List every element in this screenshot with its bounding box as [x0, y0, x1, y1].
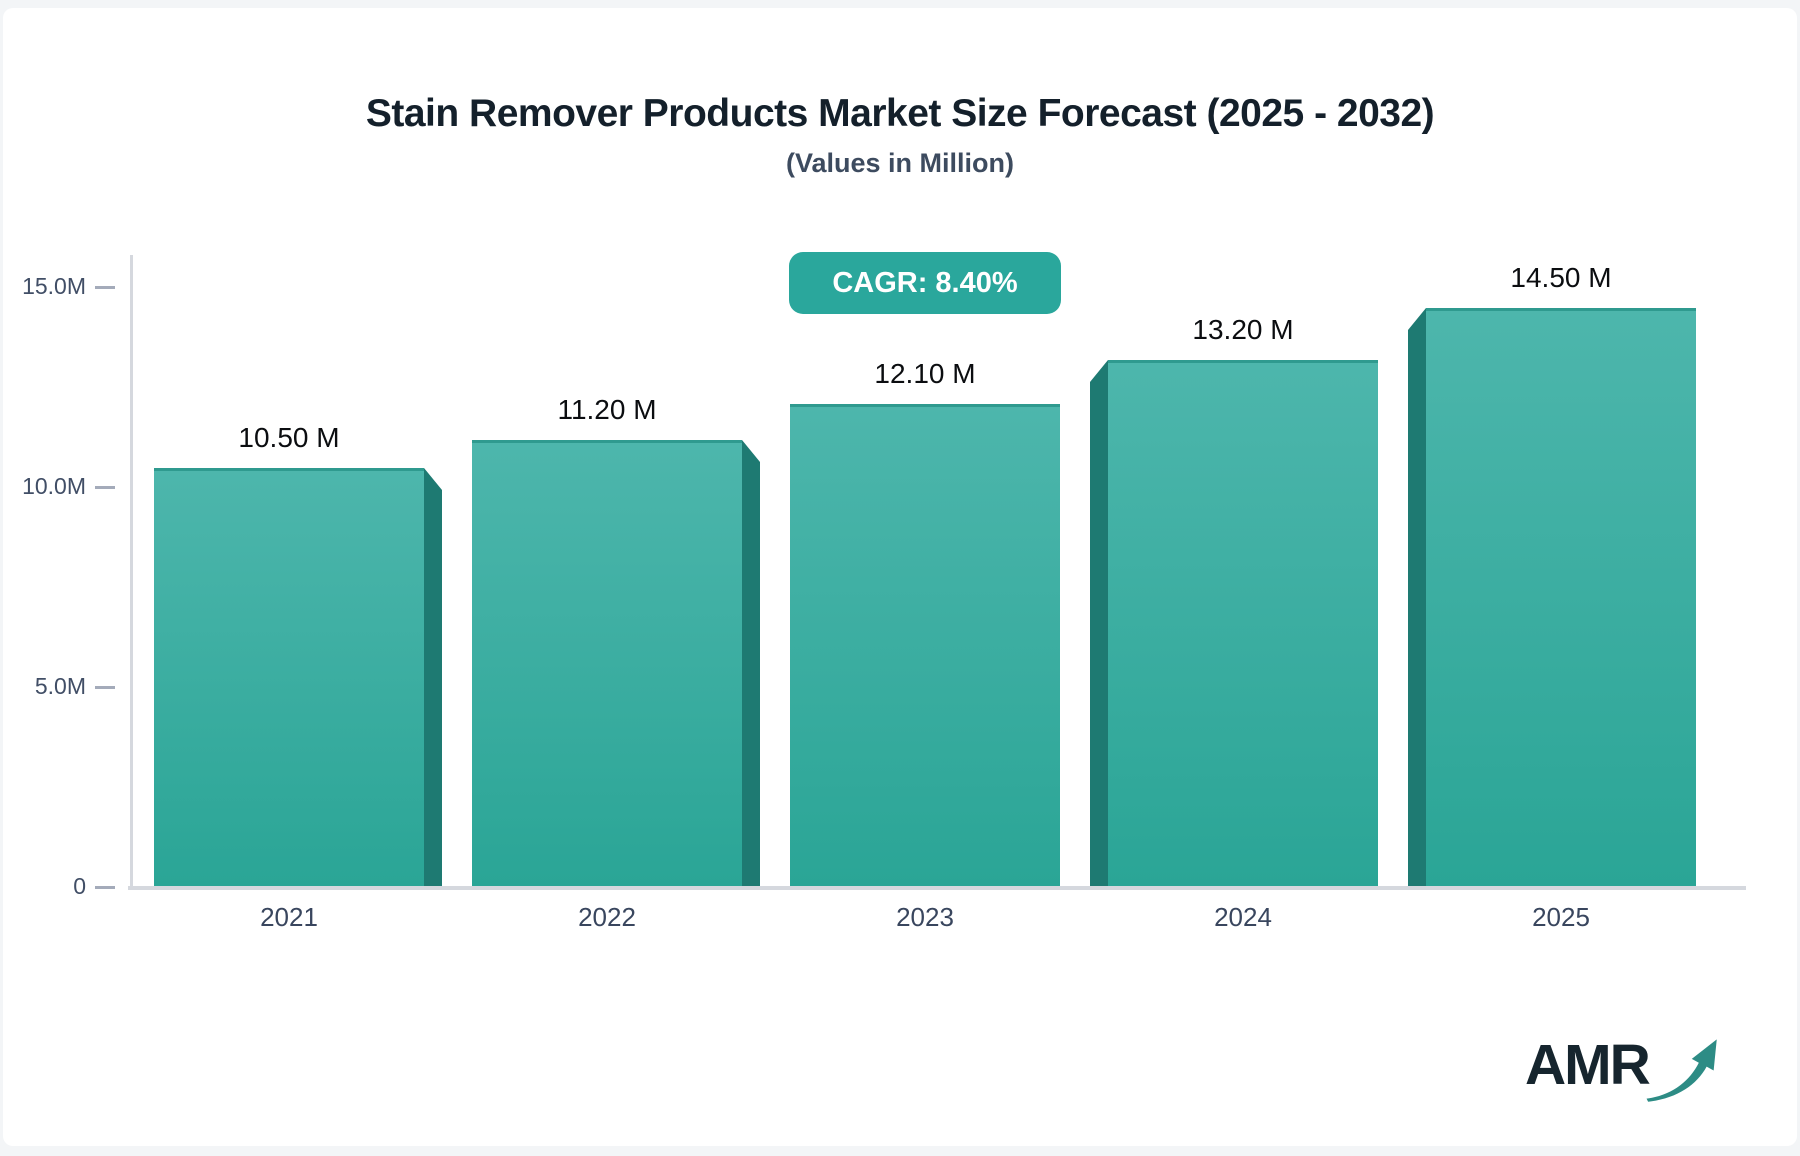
bar-side-face-left: [1408, 308, 1426, 888]
y-tick-label: 10.0M: [22, 473, 86, 499]
bar: [1426, 308, 1696, 888]
y-tick-mark: [95, 286, 115, 289]
y-axis-line: [130, 255, 133, 888]
cagr-badge: CAGR: 8.40%: [789, 252, 1061, 314]
x-axis-label: 2024: [1214, 902, 1272, 932]
bar-value-label: 14.50 M: [1510, 262, 1612, 293]
y-tick-label: 0: [73, 873, 86, 899]
x-axis-label: 2025: [1532, 902, 1590, 932]
y-tick-mark: [95, 886, 115, 889]
x-axis-label: 2022: [578, 902, 636, 932]
y-tick-label: 15.0M: [22, 273, 86, 299]
bar-value-label: 10.50 M: [238, 422, 340, 453]
bar-value-label: 13.20 M: [1192, 314, 1294, 345]
x-axis-label: 2023: [896, 902, 954, 932]
bar: [154, 468, 424, 888]
bar-side-face-right: [424, 468, 442, 888]
bar-value-label: 12.10 M: [874, 358, 976, 389]
cagr-badge-label: CAGR: 8.40%: [832, 266, 1018, 299]
y-tick-mark: [95, 486, 115, 489]
chart-subtitle: (Values in Million): [785, 148, 1015, 178]
chart-title: Stain Remover Products Market Size Forec…: [365, 92, 1435, 135]
bar: [790, 404, 1060, 888]
bar: [1108, 360, 1378, 888]
growth-arrow-icon: [1646, 1039, 1717, 1102]
amr-logo-text: AMR: [1525, 1033, 1651, 1097]
bar-side-face-right: [742, 440, 760, 888]
bar: [472, 440, 742, 888]
y-tick-label: 5.0M: [34, 673, 86, 699]
y-tick-mark: [95, 686, 115, 689]
x-axis-line: [128, 886, 1746, 890]
bar-value-label: 11.20 M: [557, 394, 657, 425]
bar-side-face-left: [1090, 360, 1108, 888]
x-axis-label: 2021: [260, 902, 318, 932]
amr-logo: AMR: [1525, 1032, 1745, 1107]
